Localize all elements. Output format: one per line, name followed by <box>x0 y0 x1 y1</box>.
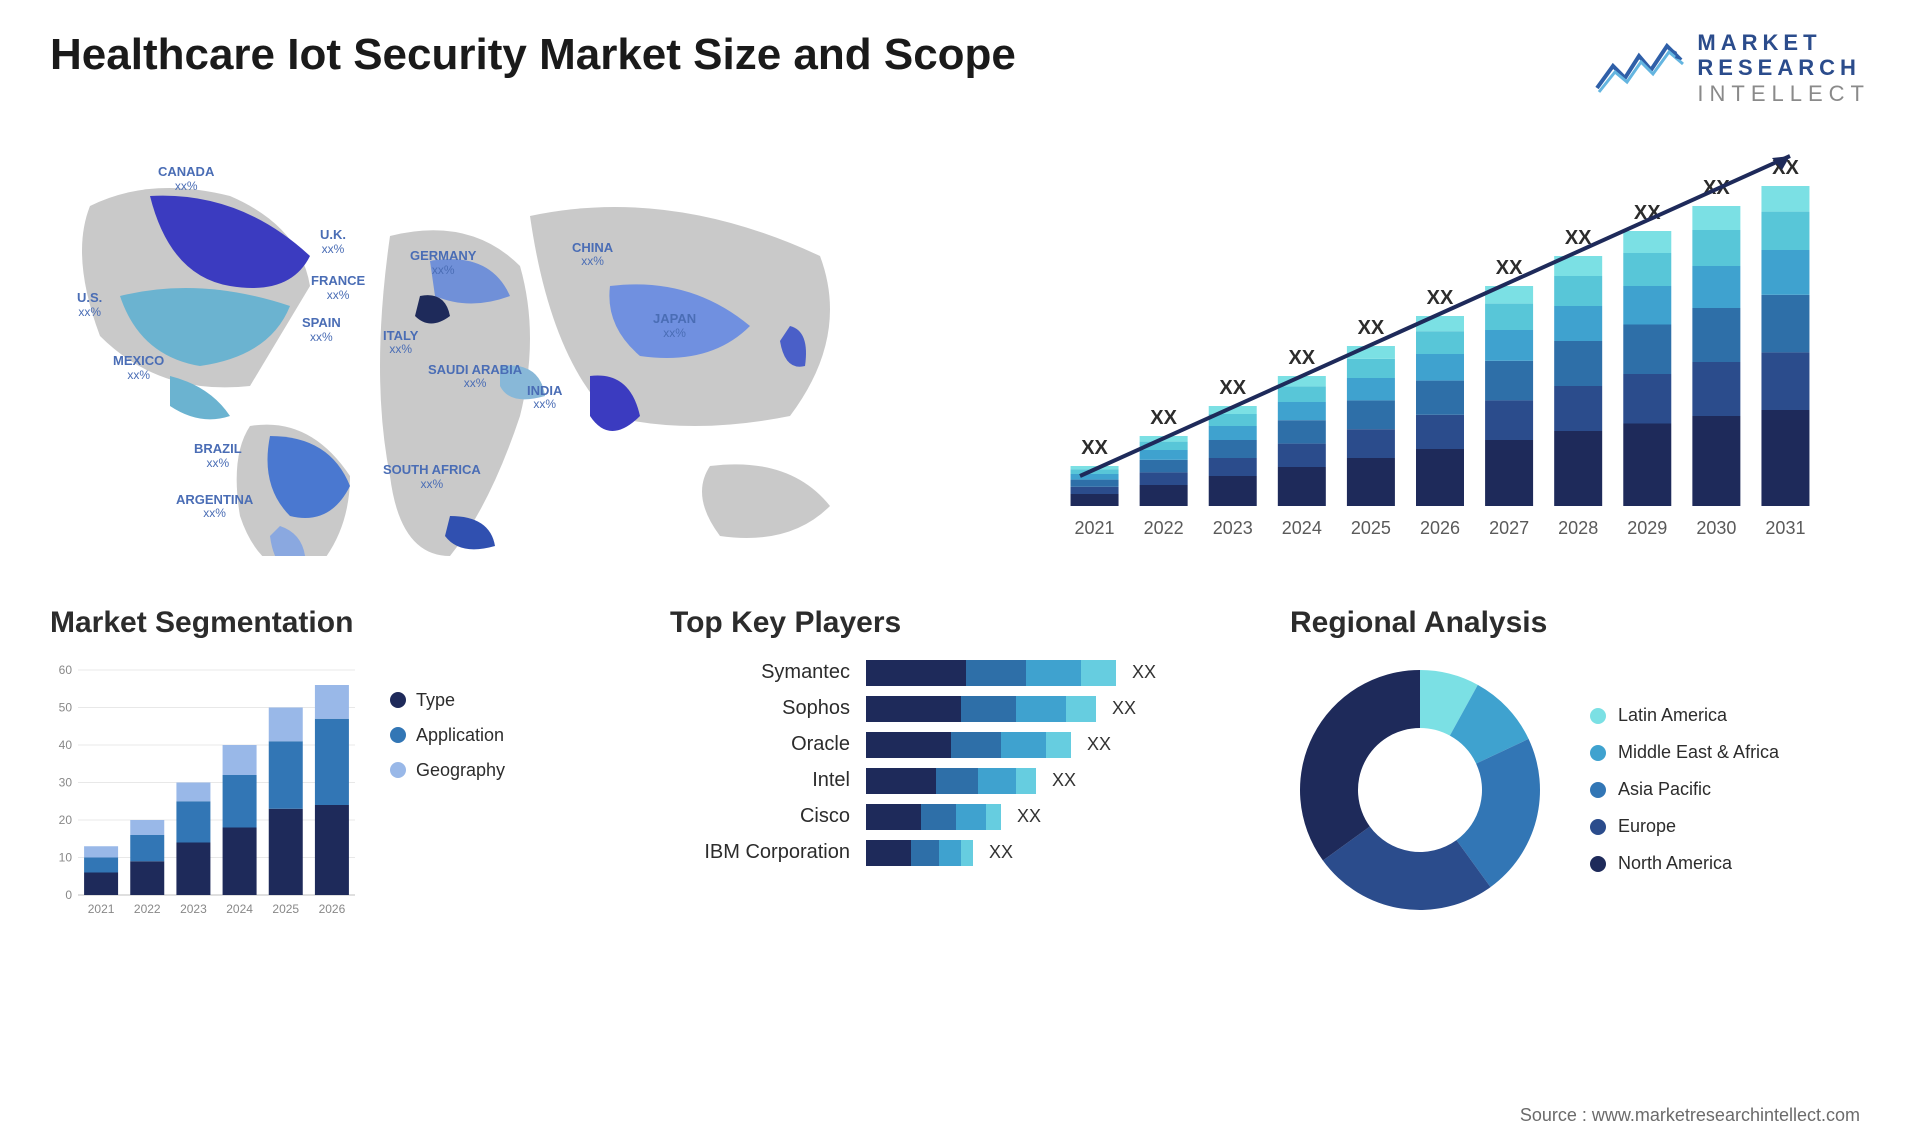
segmentation-legend-item: Application <box>390 725 505 746</box>
player-row: Symantec XX <box>690 660 1250 686</box>
player-name: Sophos <box>690 697 850 720</box>
svg-text:2022: 2022 <box>134 902 161 916</box>
svg-text:2024: 2024 <box>226 902 253 916</box>
svg-text:2025: 2025 <box>272 902 299 916</box>
map-label-u-s-: U.S.xx% <box>77 291 102 318</box>
regional-legend-item: Europe <box>1590 816 1779 837</box>
logo-line-2: RESEARCH <box>1697 55 1870 80</box>
svg-text:2029: 2029 <box>1627 518 1667 538</box>
map-label-italy: ITALYxx% <box>383 329 418 356</box>
regional-legend-item: Middle East & Africa <box>1590 742 1779 763</box>
player-bar <box>866 660 1116 686</box>
player-value: XX <box>1087 734 1111 755</box>
svg-text:2021: 2021 <box>1075 518 1115 538</box>
svg-text:2026: 2026 <box>319 902 346 916</box>
svg-text:30: 30 <box>59 775 73 789</box>
svg-text:XX: XX <box>1219 377 1246 399</box>
map-label-china: CHINAxx% <box>572 241 613 268</box>
svg-text:2028: 2028 <box>1558 518 1598 538</box>
player-name: Oracle <box>690 733 850 756</box>
player-bar <box>866 840 973 866</box>
svg-text:10: 10 <box>59 850 73 864</box>
svg-text:2027: 2027 <box>1489 518 1529 538</box>
map-label-argentina: ARGENTINAxx% <box>176 493 253 520</box>
svg-text:2031: 2031 <box>1765 518 1805 538</box>
regional-panel: Regional Analysis Latin America Middle Ea… <box>1290 606 1870 920</box>
player-value: XX <box>989 842 1013 863</box>
players-panel: Top Key Players SymantecXXSophosXXOracle… <box>670 606 1250 920</box>
svg-text:50: 50 <box>59 700 73 714</box>
logo-line-1: MARKET <box>1697 30 1870 55</box>
svg-text:2022: 2022 <box>1144 518 1184 538</box>
map-label-mexico: MEXICOxx% <box>113 354 164 381</box>
logo-line-3: INTELLECT <box>1697 81 1870 106</box>
svg-text:40: 40 <box>59 738 73 752</box>
regional-legend-item: North America <box>1590 853 1779 874</box>
player-name: Intel <box>690 769 850 792</box>
svg-text:2026: 2026 <box>1420 518 1460 538</box>
player-row: Sophos XX <box>690 696 1250 722</box>
segmentation-legend-item: Geography <box>390 760 505 781</box>
player-value: XX <box>1017 806 1041 827</box>
player-name: IBM Corporation <box>690 841 850 864</box>
segmentation-panel: Market Segmentation 0 10 20 30 40 50 60 2021 202… <box>50 606 630 920</box>
map-label-saudi-arabia: SAUDI ARABIAxx% <box>428 363 522 390</box>
regional-legend: Latin America Middle East & Africa Asia Pa… <box>1590 705 1779 874</box>
player-bar <box>866 804 1001 830</box>
svg-text:XX: XX <box>1427 287 1454 309</box>
svg-text:XX: XX <box>1496 257 1523 279</box>
map-label-south-africa: SOUTH AFRICAxx% <box>383 463 481 490</box>
player-name: Symantec <box>690 661 850 684</box>
player-row: Intel XX <box>690 768 1250 794</box>
svg-text:2024: 2024 <box>1282 518 1322 538</box>
players-chart: Symantec XX Sophos XX Oracle XX Intel XX Cisco XX… <box>670 660 1250 866</box>
players-title: Top Key Players <box>670 606 1250 640</box>
svg-text:2030: 2030 <box>1696 518 1736 538</box>
regional-title: Regional Analysis <box>1290 606 1870 640</box>
regional-legend-item: Asia Pacific <box>1590 779 1779 800</box>
map-label-canada: CANADAxx% <box>158 165 214 192</box>
page-title: Healthcare Iot Security Market Size and … <box>50 30 1016 80</box>
player-name: Cisco <box>690 805 850 828</box>
map-label-india: INDIAxx% <box>527 384 562 411</box>
source-attribution: Source : www.marketresearchintellect.com <box>1520 1105 1860 1126</box>
brand-logo-icon <box>1595 38 1685 98</box>
map-label-germany: GERMANYxx% <box>410 249 476 276</box>
segmentation-title: Market Segmentation <box>50 606 630 640</box>
player-value: XX <box>1112 698 1136 719</box>
svg-text:60: 60 <box>59 663 73 677</box>
svg-text:XX: XX <box>1288 347 1315 369</box>
svg-text:XX: XX <box>1081 437 1108 459</box>
player-row: IBM Corporation XX <box>690 840 1250 866</box>
player-bar <box>866 768 1036 794</box>
svg-text:XX: XX <box>1358 317 1385 339</box>
map-label-brazil: BRAZILxx% <box>194 442 242 469</box>
svg-text:2023: 2023 <box>180 902 207 916</box>
player-value: XX <box>1052 770 1076 791</box>
player-row: Oracle XX <box>690 732 1250 758</box>
segmentation-legend: Type Application Geography <box>390 660 505 920</box>
player-row: Cisco XX <box>690 804 1250 830</box>
regional-legend-item: Latin America <box>1590 705 1779 726</box>
map-label-spain: SPAINxx% <box>302 316 341 343</box>
svg-text:2023: 2023 <box>1213 518 1253 538</box>
svg-text:20: 20 <box>59 813 73 827</box>
brand-logo: MARKET RESEARCH INTELLECT <box>1595 30 1870 106</box>
svg-text:XX: XX <box>1150 407 1177 429</box>
map-label-japan: JAPANxx% <box>653 312 696 339</box>
player-bar <box>866 732 1071 758</box>
svg-text:2021: 2021 <box>88 902 115 916</box>
player-value: XX <box>1132 662 1156 683</box>
segmentation-legend-item: Type <box>390 690 505 711</box>
growth-bar-chart: XX 2021 XX 2022 XX 2023 XX 2024 XX 2025 XX 2026 XX 20… <box>1010 136 1870 556</box>
regional-donut-chart <box>1290 660 1550 920</box>
svg-text:2025: 2025 <box>1351 518 1391 538</box>
map-label-u-k-: U.K.xx% <box>320 228 346 255</box>
svg-text:0: 0 <box>65 888 72 902</box>
map-label-france: FRANCExx% <box>311 274 365 301</box>
world-map: CANADAxx% U.S.xx% MEXICOxx% BRAZILxx% ARGENT… <box>50 136 950 556</box>
segmentation-chart: 0 10 20 30 40 50 60 2021 2022 2023 2024 2025 2026 <box>50 660 360 920</box>
player-bar <box>866 696 1096 722</box>
